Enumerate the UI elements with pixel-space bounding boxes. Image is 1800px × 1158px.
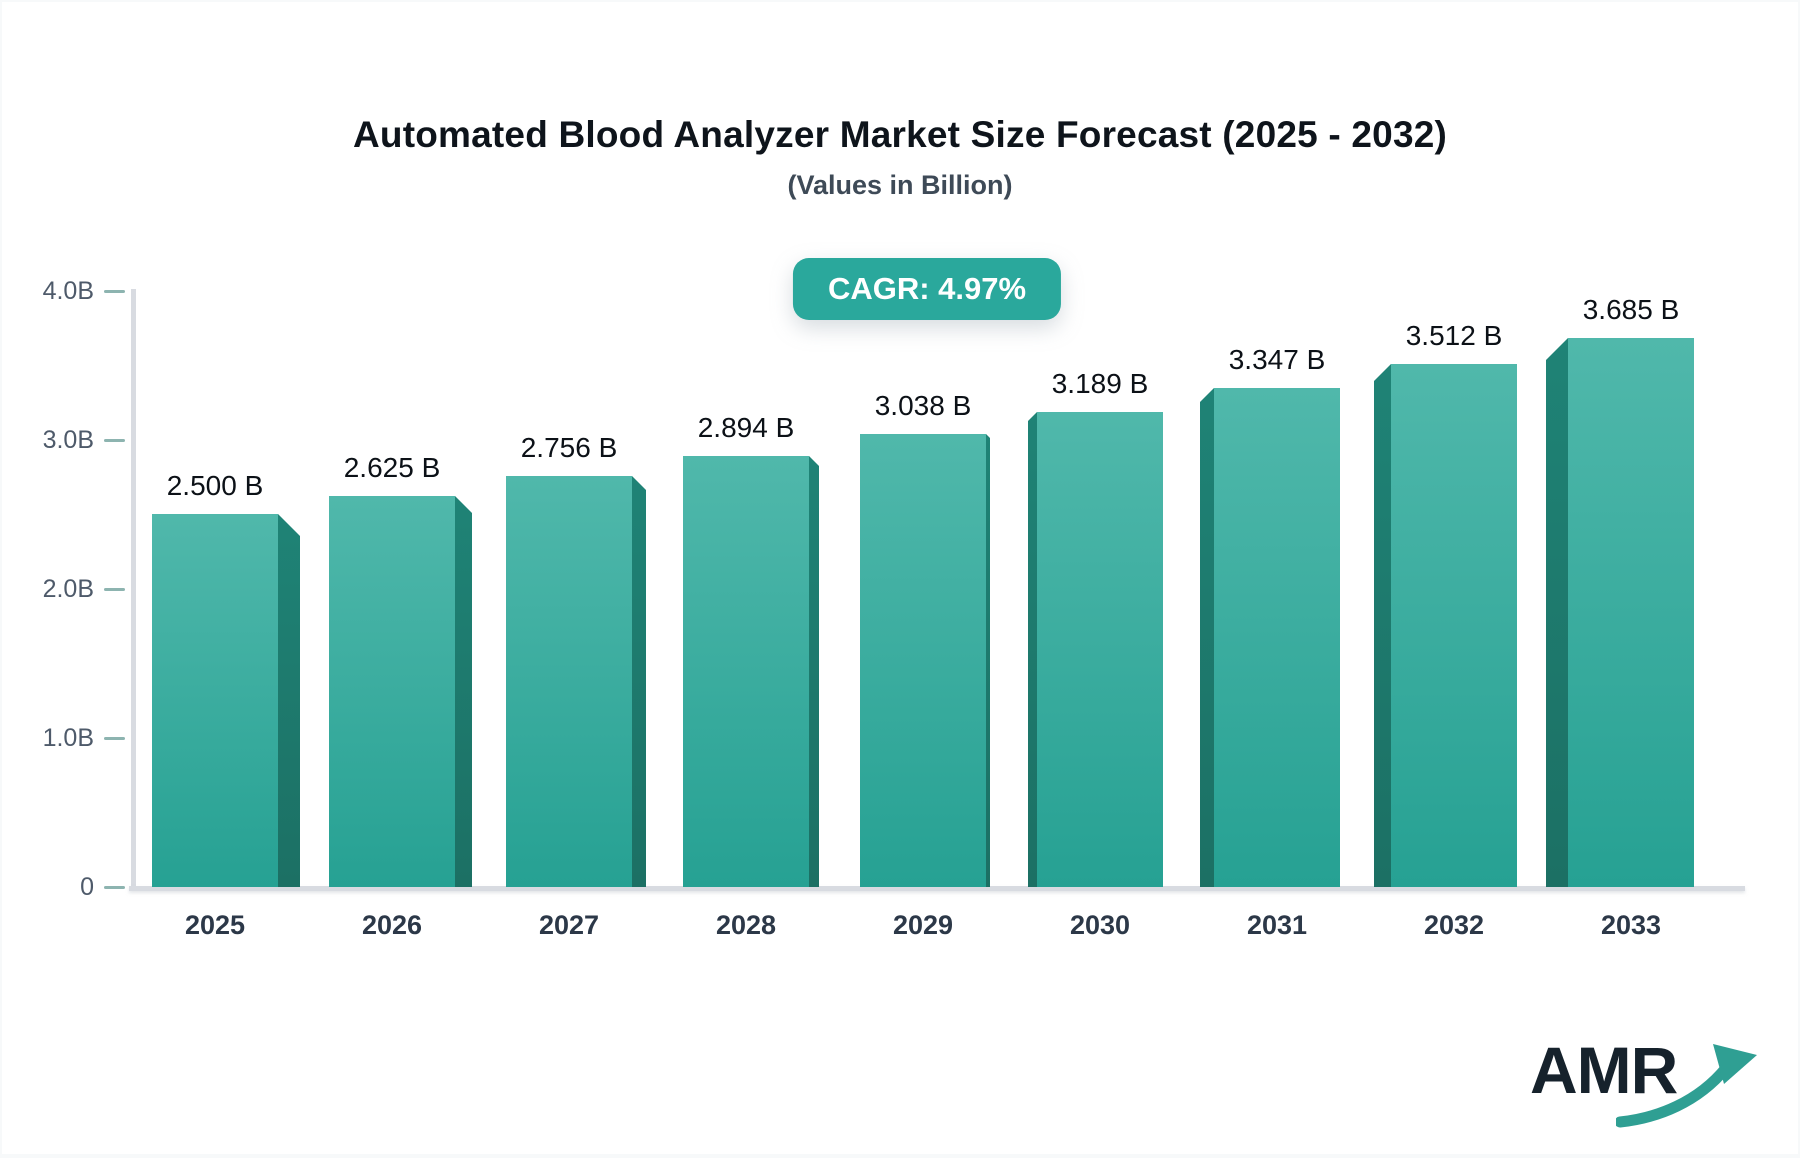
bar-value-label: 3.512 B [1405,320,1503,351]
bar-value-label: 2.625 B [343,452,441,483]
bar-3d-side [632,476,646,887]
bar-3d-side [1374,364,1391,887]
bar-value-label: 3.189 B [1051,368,1149,399]
growth-arrow-icon [1616,1044,1757,1128]
x-axis-tick-label: 2028 [715,910,777,940]
bar-value-label: 2.500 B [166,470,264,501]
x-axis-tick-label: 2026 [361,910,423,940]
bar-2031 [1214,388,1340,887]
y-axis-tick-label: 0 [80,873,94,901]
amr-logo-text: AMR [1530,1033,1678,1107]
bar-2026 [329,496,455,887]
bar-value-label: 3.685 B [1582,294,1680,325]
bar-2027 [506,476,632,887]
bar-3d-side [809,456,819,887]
bar-3d-side [278,514,300,887]
bar-value-label: 3.038 B [874,390,972,421]
bar-3d-side [1200,388,1214,887]
x-axis-tick-label: 2025 [184,910,246,940]
bar-2032 [1391,364,1517,887]
amr-logo: AMR [1530,1024,1770,1134]
y-axis-tick-label: 3.0B [42,426,94,454]
x-axis-tick-label: 2029 [892,910,954,940]
bar-2028 [683,456,809,887]
y-axis-tick-label: 2.0B [42,575,94,603]
bar-value-label: 2.894 B [697,412,795,443]
bar-2029 [860,434,986,887]
bar-3d-side [1028,412,1037,887]
bar-2025 [152,514,278,887]
chart-title: Automated Blood Analyzer Market Size For… [352,114,1448,155]
x-axis-tick-label: 2027 [538,910,600,940]
bar-3d-side [986,434,990,887]
bar-3d-side [455,496,472,887]
y-axis-tick-mark [104,439,125,442]
bar-value-label: 2.756 B [520,432,618,463]
y-axis-line [131,289,136,890]
bar-2033 [1568,338,1694,887]
bar-value-label: 3.347 B [1228,344,1326,375]
y-axis-tick-mark [104,290,125,293]
y-axis-tick-mark [104,588,125,591]
x-axis-tick-label: 2031 [1246,910,1308,940]
x-axis-tick-label: 2030 [1069,910,1131,940]
chart-subtitle: (Values in Billion) [787,170,1013,200]
bar-3d-side [1546,338,1568,887]
y-axis-tick-mark [104,737,125,740]
x-axis-line [129,886,1745,891]
x-axis-tick-label: 2032 [1423,910,1485,940]
y-axis-tick-label: 1.0B [42,724,94,752]
x-axis-tick-label: 2033 [1600,910,1662,940]
y-axis-tick-label: 4.0B [42,277,94,305]
y-axis-tick-mark [104,886,125,889]
cagr-badge: CAGR: 4.97% [792,258,1062,320]
bar-2030 [1037,412,1163,887]
